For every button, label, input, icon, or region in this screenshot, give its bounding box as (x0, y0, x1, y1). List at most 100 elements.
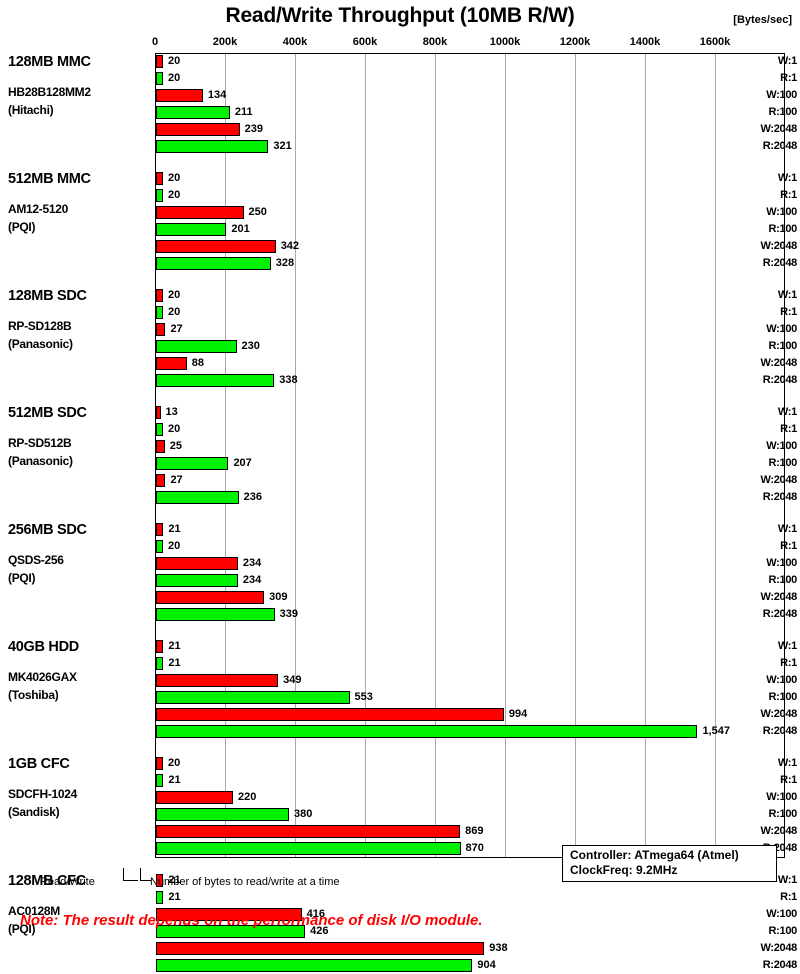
row-label-r-100: R:100 (768, 691, 798, 703)
bar-area: 349 (155, 672, 800, 689)
bar-area: 1,547 (155, 723, 800, 740)
row-label-w-2048: W:2048 (760, 240, 797, 252)
chart-row: W:100 220 (0, 789, 800, 806)
row-label-r-100: R:100 (768, 340, 798, 352)
bar-write (156, 123, 240, 136)
bar-area: 220 (155, 789, 800, 806)
bar-value-label: 201 (231, 223, 250, 235)
bar-read (156, 691, 350, 704)
row-label-w-2048: W:2048 (760, 825, 797, 837)
chart-row: W:2048 938 (0, 940, 800, 957)
bar-value-label: 380 (294, 808, 313, 820)
gridline (295, 54, 296, 857)
chart-row: R:100 426 (0, 923, 800, 940)
row-label-w-1: W:1 (777, 172, 797, 184)
chart-row: R:1 21 (0, 772, 800, 789)
group-spacer (0, 740, 800, 755)
bar-area: 21 (155, 521, 800, 538)
group-spacer (0, 623, 800, 638)
bar-area: 134 (155, 87, 800, 104)
bar-write (156, 942, 485, 955)
group-model: RP-SD512B (8, 436, 72, 450)
bar-value-label: 211 (234, 106, 253, 118)
chart-row: W:1 21 (0, 638, 800, 655)
bar-area: 239 (155, 121, 800, 138)
bar-area: 13 (155, 404, 800, 421)
row-label-w-1: W:1 (777, 874, 797, 886)
row-label-r-2048: R:2048 (762, 257, 798, 269)
bar-value-label: 20 (168, 306, 181, 318)
chart-row: W:2048 869 (0, 823, 800, 840)
group-title: 512MB SDC (8, 405, 87, 421)
group-spacer (0, 389, 800, 404)
footer-note: Note: The result depends on the performa… (20, 912, 483, 929)
row-label-w-1: W:1 (777, 289, 797, 301)
group-vendor: (Sandisk) (8, 805, 60, 819)
bar-area: 27 (155, 472, 800, 489)
group-vendor: (Panasonic) (8, 454, 73, 468)
chart-page: Read/Write Throughput (10MB R/W) [Bytes/… (8, 4, 797, 972)
bar-area: 201 (155, 221, 800, 238)
bar-write (156, 908, 302, 921)
bar-area: 21 (155, 772, 800, 789)
chart-row: R:100 234 (0, 572, 800, 589)
row-label-r-2048: R:2048 (762, 140, 798, 152)
row-label-r-1: R:1 (780, 657, 797, 669)
chart-row: W:1 20 (0, 287, 800, 304)
bar-write (156, 557, 238, 570)
bar-write (156, 825, 461, 838)
bar-write (156, 440, 165, 453)
bar-area: 938 (155, 940, 800, 957)
row-label-r-2048: R:2048 (762, 608, 798, 620)
bar-read (156, 774, 164, 787)
chart-row: R:1 20 (0, 304, 800, 321)
chart-row: R:2048 1,547 (0, 723, 800, 740)
bar-write (156, 172, 163, 185)
group-vendor: (PQI) (8, 571, 36, 585)
bar-read (156, 959, 473, 972)
bar-value-label: 20 (168, 757, 181, 769)
chart-row: W:100 25 (0, 438, 800, 455)
bar-value-label: 20 (168, 189, 181, 201)
bar-area: 20 (155, 538, 800, 555)
bar-area: 20 (155, 53, 800, 70)
bar-read (156, 608, 275, 621)
bar-value-label: 230 (241, 340, 260, 352)
row-label-r-1: R:1 (780, 306, 797, 318)
bar-value-label: 20 (168, 423, 181, 435)
chart-row: R:100 201 (0, 221, 800, 238)
group-vendor: (Panasonic) (8, 337, 73, 351)
bar-value-label: 13 (165, 406, 178, 418)
bar-read (156, 540, 163, 553)
bar-read (156, 657, 164, 670)
row-label-r-2048: R:2048 (762, 374, 798, 386)
bar-value-label: 236 (243, 491, 262, 503)
chart-row: R:2048 904 (0, 957, 800, 974)
row-label-w-2048: W:2048 (760, 708, 797, 720)
bar-write (156, 55, 163, 68)
group-title: 512MB MMC (8, 171, 91, 187)
chart-row: R:100 207 (0, 455, 800, 472)
bar-area: 207 (155, 455, 800, 472)
row-label-w-1: W:1 (777, 640, 797, 652)
chart-row: R:100 211 (0, 104, 800, 121)
chart-rows: W:1 20 R:1 20 W:100 134 R:100 211 W:2048 239 R:204… (0, 53, 800, 974)
chart-row: W:1 20 (0, 170, 800, 187)
bar-read (156, 891, 164, 904)
bar-area: 20 (155, 170, 800, 187)
row-label-w-100: W:100 (766, 908, 797, 920)
bar-value-label: 207 (233, 457, 252, 469)
bar-value-label: 21 (168, 657, 181, 669)
bar-value-label: 553 (354, 691, 373, 703)
bar-area: 230 (155, 338, 800, 355)
group-title: 128MB MMC (8, 54, 91, 70)
bar-value-label: 25 (169, 440, 182, 452)
bar-write (156, 708, 504, 721)
row-label-r-100: R:100 (768, 223, 798, 235)
bar-value-label: 904 (477, 959, 496, 971)
gridline (715, 54, 716, 857)
bar-read (156, 374, 275, 387)
gridline (645, 54, 646, 857)
bar-area: 20 (155, 70, 800, 87)
bar-value-label: 338 (279, 374, 298, 386)
